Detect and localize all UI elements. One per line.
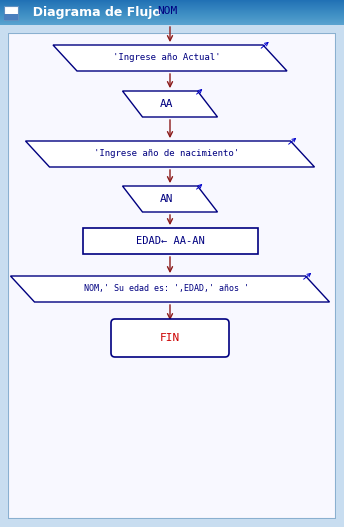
Polygon shape — [122, 91, 217, 117]
Text: 'Ingrese año Actual': 'Ingrese año Actual' — [113, 54, 221, 63]
FancyBboxPatch shape — [4, 14, 18, 20]
Text: NOM: NOM — [157, 6, 177, 16]
FancyBboxPatch shape — [111, 319, 229, 357]
Bar — [83, 228, 258, 254]
Text: 'Ingrese año de nacimiento': 'Ingrese año de nacimiento' — [95, 150, 239, 159]
Text: PROCESO EDAD: PROCESO EDAD — [135, 50, 205, 60]
FancyBboxPatch shape — [8, 33, 336, 519]
Polygon shape — [25, 141, 314, 167]
Text: FIN: FIN — [160, 333, 180, 343]
Text: NOM,' Su edad es: ',EDAD,' años ': NOM,' Su edad es: ',EDAD,' años ' — [85, 285, 249, 294]
Polygon shape — [115, 0, 225, 24]
Text: Diagrama de Flujo: Diagrama de Flujo — [24, 6, 161, 19]
Text: EDAD← AA-AN: EDAD← AA-AN — [136, 236, 204, 246]
Polygon shape — [122, 186, 217, 212]
Polygon shape — [11, 276, 330, 302]
Text: AA: AA — [160, 99, 174, 109]
Text: AN: AN — [160, 194, 174, 204]
FancyBboxPatch shape — [4, 6, 18, 20]
Polygon shape — [53, 45, 287, 71]
